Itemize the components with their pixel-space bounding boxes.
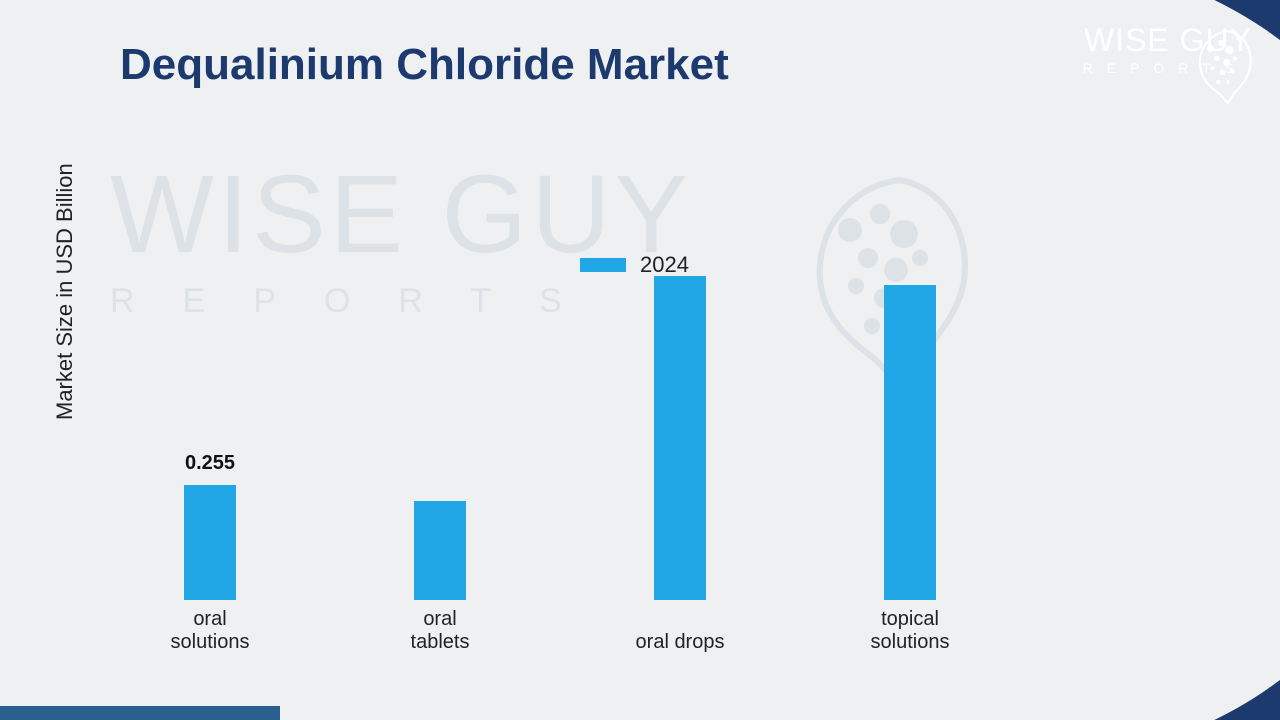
chart-title: Dequalinium Chloride Market — [120, 40, 729, 90]
bar-value-label: 0.255 — [150, 452, 270, 475]
bar-chart: 2024 0.255oralsolutionsoraltabletsoral d… — [120, 150, 1040, 660]
bottom-accent-bar — [0, 706, 280, 720]
bar-category-label: oral drops — [600, 631, 760, 654]
bar-category-label: topicalsolutions — [830, 608, 990, 654]
canvas: WISE GUY REPORTS WISE GUY REPORTS Dequ — [0, 0, 1280, 720]
plot-area: 0.255oralsolutionsoraltabletsoral dropst… — [120, 150, 1040, 600]
bar — [654, 276, 706, 600]
brand-logo: WISE GUY REPORTS — [992, 24, 1252, 76]
bar-category-label: oralsolutions — [130, 608, 290, 654]
bar — [184, 485, 236, 600]
y-axis-label: Market Size in USD Billion — [52, 163, 78, 420]
bar-category-label: oraltablets — [360, 608, 520, 654]
bar — [884, 285, 936, 600]
brand-head-icon — [1186, 26, 1256, 106]
bar — [414, 501, 466, 600]
